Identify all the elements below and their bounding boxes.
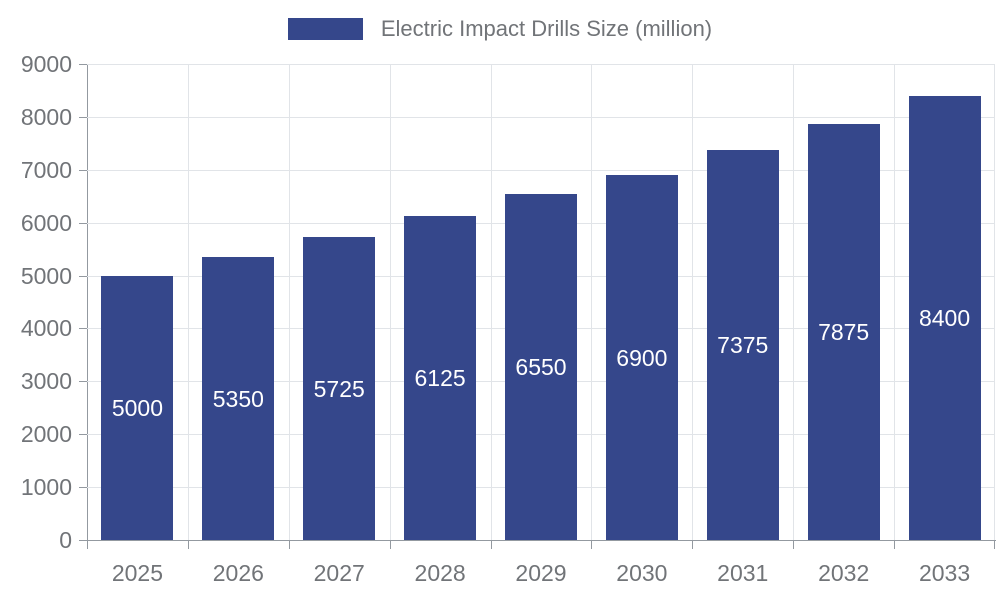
x-axis-tick — [490, 541, 492, 549]
bar: 6125 — [404, 216, 477, 540]
x-axis-label: 2030 — [616, 560, 668, 586]
bar-value-label: 7375 — [717, 331, 769, 358]
y-axis-label: 9000 — [20, 51, 72, 77]
gridline-horizontal — [87, 169, 995, 171]
legend-label: Electric Impact Drills Size (million) — [380, 16, 713, 41]
bar-value-label: 6550 — [515, 353, 567, 380]
y-axis-tick — [79, 64, 87, 65]
x-axis-label: 2027 — [313, 560, 365, 586]
y-axis-label: 3000 — [20, 368, 72, 395]
gridline-vertical — [793, 64, 795, 540]
bar-value-label: 6900 — [616, 344, 668, 371]
bar: 5725 — [303, 237, 376, 540]
y-axis-label: 4000 — [20, 315, 72, 342]
x-axis-tick — [692, 541, 694, 549]
y-axis-tick — [79, 169, 87, 171]
bar-value-label: 7875 — [818, 318, 870, 345]
x-axis-label: 2032 — [818, 560, 870, 586]
y-axis-tick — [79, 328, 87, 330]
bar: 8400 — [908, 95, 981, 540]
gridline-horizontal — [87, 116, 995, 118]
legend[interactable]: Electric Impact Drills Size (million) — [0, 18, 1000, 40]
y-axis-label: 2000 — [20, 421, 72, 448]
x-axis-tick — [288, 541, 290, 549]
y-axis-tick — [79, 222, 87, 224]
y-axis-label: 1000 — [20, 474, 72, 501]
bar-value-label: 5725 — [313, 375, 365, 402]
x-axis-tick — [389, 541, 391, 549]
gridline-vertical — [389, 64, 391, 540]
gridline-vertical — [994, 64, 995, 540]
legend-swatch-icon — [287, 18, 363, 40]
gridline-vertical — [490, 64, 492, 540]
bar: 7875 — [807, 123, 880, 540]
plot-area: 5000 5350 5725 6125 6550 6900 7375 7875 8400 — [87, 64, 995, 540]
y-axis-label: 6000 — [20, 209, 72, 236]
bar: 6900 — [605, 175, 678, 540]
bar: 5000 — [101, 275, 174, 540]
gridline-vertical — [288, 64, 290, 540]
x-axis-label: 2028 — [414, 560, 466, 586]
x-axis-label: 2025 — [111, 560, 164, 586]
gridline-horizontal — [87, 64, 995, 65]
x-axis-label: 2031 — [717, 560, 769, 586]
x-axis-tick — [894, 541, 896, 549]
bar: 6550 — [505, 193, 577, 540]
x-axis-label: 2026 — [212, 560, 264, 586]
y-axis-tick — [79, 487, 87, 489]
y-axis-label: 0 — [59, 527, 72, 553]
x-axis-tick — [793, 541, 795, 549]
gridline-vertical — [187, 64, 189, 540]
y-axis-tick — [79, 434, 87, 436]
y-axis-label: 5000 — [20, 262, 72, 289]
y-axis-line — [87, 64, 88, 541]
y-axis-tick — [79, 540, 87, 541]
y-axis-label: 7000 — [20, 156, 72, 183]
x-axis-line — [87, 540, 996, 541]
x-axis-tick — [187, 541, 189, 549]
y-axis-tick — [79, 116, 87, 118]
x-axis-label: 2029 — [515, 560, 567, 586]
x-axis-tick — [994, 541, 995, 549]
bar-value-label: 6125 — [414, 365, 466, 392]
bar: 5350 — [202, 257, 275, 540]
x-axis-label: 2033 — [918, 560, 971, 586]
bar: 7375 — [706, 149, 779, 540]
gridline-vertical — [692, 64, 694, 540]
y-axis-tick — [79, 381, 87, 383]
y-axis-tick — [79, 275, 87, 277]
gridline-vertical — [591, 64, 593, 540]
bar-value-label: 5350 — [212, 385, 264, 412]
y-axis-label: 8000 — [20, 103, 72, 130]
bar-value-label: 5000 — [111, 394, 164, 421]
bar-value-label: 8400 — [918, 304, 971, 331]
gridline-vertical — [894, 64, 896, 540]
x-axis-tick — [591, 541, 593, 549]
x-axis-tick — [87, 541, 88, 549]
